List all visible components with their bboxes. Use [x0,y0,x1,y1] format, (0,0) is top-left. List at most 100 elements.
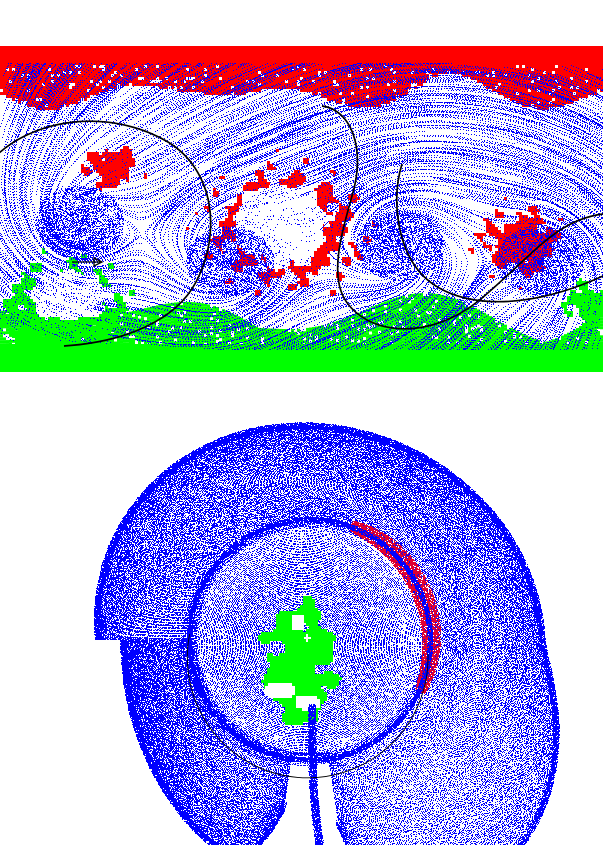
positive-band-cell [225,89,228,92]
positive-band-cell [213,83,216,86]
positive-band-cell [234,92,237,95]
positive-band-cell [27,80,30,83]
positive-band-cell [147,68,150,71]
negative-band-cell [0,334,3,338]
positive-region-cell [114,155,117,158]
positive-band-cell [315,77,318,80]
positive-band-cell [366,89,369,92]
negative-band-cell [498,333,501,337]
positive-band-cell [150,68,153,71]
positive-band-cell [189,86,192,89]
positive-region-cell [132,161,135,164]
negative-region-cell [60,269,63,272]
positive-band-cell [519,74,522,77]
negative-region-cell [69,323,72,326]
negative-region-cell [45,341,48,344]
positive-band-cell [543,80,546,83]
positive-band-cell [51,77,54,80]
positive-band-cell [417,71,420,74]
positive-region-cell [123,176,126,179]
positive-band-cell [498,86,501,89]
negative-region-cell [9,332,12,335]
positive-band-cell [597,80,600,83]
negative-region-cell [30,338,33,341]
positive-band-cell [135,83,138,86]
negative-region-cell [114,323,117,326]
positive-band-cell [309,77,312,80]
negative-region-cell [96,329,99,332]
positive-band-cell [6,71,9,74]
negative-band-cell [6,325,9,329]
positive-band-cell [12,92,15,95]
negative-region-cell [39,323,42,326]
negative-region-cell [66,320,69,323]
positive-band-cell [225,77,228,80]
positive-band-cell [27,68,30,71]
positive-band-cell [30,74,33,77]
positive-band-cell [519,101,522,104]
positive-band-cell [330,77,333,80]
positive-band-cell [210,68,213,71]
positive-band-cell [387,80,390,83]
positive-band-cell [219,74,222,77]
positive-band-cell [222,74,225,77]
positive-band-cell [564,86,567,89]
negative-region-cell [0,323,3,326]
positive-band-cell [51,98,54,101]
negative-region-cell [81,332,84,335]
positive-band-cell [510,83,513,86]
positive-band-cell [588,68,591,71]
positive-band-cell [135,65,138,68]
positive-band-cell [555,89,558,92]
positive-band-cell [585,74,588,77]
negative-band-cell [393,343,396,347]
positive-band-cell [516,89,519,92]
positive-band-cell [291,83,294,86]
positive-region-cell [96,152,99,155]
positive-band-cell [102,80,105,83]
positive-band-cell [369,71,372,74]
negative-region-cell [111,317,114,320]
positive-band-cell [555,104,558,107]
positive-band-cell [21,83,24,86]
positive-band-cell [60,98,63,101]
positive-band-cell [303,71,306,74]
positive-band-cell [390,92,393,95]
negative-region-cell [18,299,21,302]
negative-region-cell [108,323,111,326]
positive-band-cell [3,86,6,89]
positive-band-cell [0,71,3,74]
positive-band-cell [411,80,414,83]
positive-band-cell [336,65,339,68]
positive-band-cell [345,71,348,74]
negative-region-cell [33,341,36,344]
positive-band-cell [549,86,552,89]
positive-band-cell [573,89,576,92]
positive-band-cell [69,80,72,83]
positive-band-cell [519,89,522,92]
positive-band-cell [531,83,534,86]
positive-band-cell [366,101,369,104]
positive-band-cell [495,71,498,74]
positive-region-cell [255,185,258,188]
positive-region-cell [120,155,123,158]
positive-region-cell [87,158,90,161]
negative-region-cell [24,305,27,308]
positive-band-cell [219,86,222,89]
positive-band-cell [489,86,492,89]
positive-band-cell [435,65,438,68]
positive-band-cell [60,101,63,104]
positive-band-cell [348,68,351,71]
positive-band-cell [24,95,27,98]
positive-band-cell [450,65,453,68]
positive-band-cell [276,77,279,80]
positive-band-cell [369,83,372,86]
positive-band-cell [78,92,81,95]
positive-band-cell [141,80,144,83]
positive-band-cell [36,65,39,68]
negative-region-cell [33,308,36,311]
negative-region-cell [102,278,105,281]
positive-band-cell [186,86,189,89]
positive-band-cell [567,71,570,74]
positive-region-cell [129,155,132,158]
